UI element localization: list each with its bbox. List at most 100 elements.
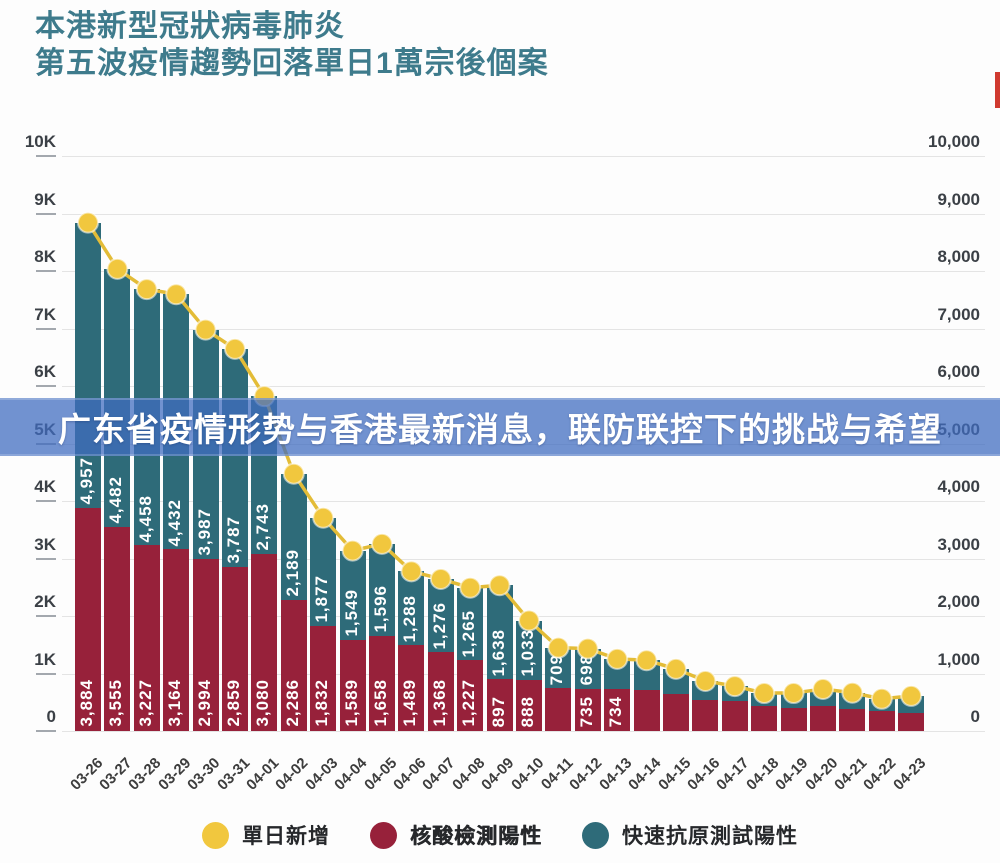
bar-04-14-rapid-segment: [633, 660, 660, 691]
bar-04-13-nucleic-value: 734: [606, 695, 626, 727]
bar-04-16: [692, 680, 719, 731]
bar-04-01-nucleic-value: 3,080: [253, 679, 273, 727]
bar-04-10-nucleic-value: 888: [518, 695, 537, 727]
bar-04-07-nucleic-value: 1,368: [429, 679, 449, 727]
bar-04-19: [780, 693, 807, 731]
bar-04-04-rapid-value: 1,549: [341, 589, 361, 637]
y-axis-left-label-10000: 10K: [24, 132, 56, 151]
bar-04-05-nucleic-value: 1,658: [371, 679, 390, 727]
x-axis-label-03-30: 03-30: [184, 754, 224, 794]
x-axis-label-04-18: 04-18: [743, 754, 783, 794]
bar-04-10-rapid-value: 1,033: [518, 629, 537, 677]
bar-04-16-nucleic-segment: [692, 699, 719, 731]
bar-04-02-rapid-value: 2,189: [282, 549, 302, 597]
y-axis-left-label-6000: 6K: [34, 362, 56, 381]
bar-04-22: [868, 698, 895, 731]
bar-04-18-nucleic-segment: [751, 706, 778, 731]
bar-04-21-rapid-segment: [839, 692, 866, 709]
bar-04-20: [810, 689, 836, 731]
bar-04-08-rapid-value: 1,265: [459, 609, 479, 658]
left-axis-tick-9000: [36, 212, 56, 215]
bar-04-15-rapid-segment: [663, 668, 689, 694]
bar-04-15-nucleic-segment: [663, 693, 689, 731]
bar-04-14-nucleic-segment: [633, 690, 660, 731]
left-axis-tick-10000: [36, 155, 56, 157]
x-axis-label-04-08: 04-08: [449, 754, 489, 794]
left-axis-tick-6000: [36, 385, 56, 387]
x-axis-label-04-01: 04-01: [243, 754, 283, 794]
bar-03-26-nucleic-value: 3,884: [77, 679, 96, 727]
gridline-8000: [62, 271, 985, 272]
bar-04-05-rapid-value: 1,596: [371, 585, 390, 633]
y-axis-left-label-3000: 3K: [34, 534, 56, 554]
bar-04-09-nucleic-value: 897: [488, 695, 508, 727]
left-axis-tick-8000: [36, 270, 56, 272]
x-axis-label-03-28: 03-28: [125, 754, 165, 794]
bar-04-16-rapid-segment: [692, 680, 719, 700]
y-axis-left-label-0: 0: [46, 707, 56, 726]
x-axis-label-04-19: 04-19: [772, 754, 812, 794]
gridline-0: [62, 731, 985, 732]
left-axis-tick-3000: [36, 557, 56, 560]
bar-04-04-nucleic-value: 1,589: [341, 679, 361, 727]
legend: 單日新增 核酸檢測陽性 快速抗原測試陽性: [0, 813, 1000, 857]
y-axis-left-label-2000: 2K: [34, 592, 56, 611]
y-axis-right-label-3000: 3,000: [937, 534, 980, 554]
bar-04-11-nucleic-segment: [545, 688, 572, 731]
bar-04-23-nucleic-segment: [898, 712, 925, 731]
bar-03-29-nucleic-value: 3,164: [165, 679, 185, 727]
left-axis-tick-4000: [36, 500, 56, 502]
bar-04-18: [751, 693, 778, 731]
x-axis-label-03-29: 03-29: [155, 754, 195, 794]
x-axis-label-04-21: 04-21: [831, 754, 871, 794]
y-axis-left-label-7000: 7K: [34, 304, 56, 324]
bar-03-26-rapid-value: 4,957: [77, 457, 96, 505]
x-axis-label-04-12: 04-12: [566, 754, 606, 794]
daily-new-swatch-icon: [202, 821, 229, 849]
bar-03-28-rapid-value: 4,458: [135, 494, 155, 543]
y-axis-right-label-10000: 10,000: [928, 132, 980, 151]
legend-item-nucleic-acid: 核酸檢測陽性: [370, 820, 542, 850]
bar-04-17: [721, 686, 748, 731]
legend-label-daily-new: 單日新增: [242, 825, 330, 848]
y-axis-right-label-1000: 1,000: [937, 649, 980, 669]
bar-04-21-nucleic-segment: [839, 708, 866, 731]
nucleic-acid-swatch-icon: [370, 821, 397, 849]
bar-04-20-rapid-segment: [810, 689, 836, 706]
chart-title-line2: 第五波疫情趨勢回落單日1萬宗後個案: [35, 47, 549, 80]
y-axis-left-label-9000: 9K: [34, 189, 56, 209]
legend-label-rapid-antigen: 快速抗原測試陽性: [622, 825, 798, 848]
bar-04-08-nucleic-value: 1,227: [459, 679, 479, 727]
left-axis-tick-0: [36, 730, 56, 732]
x-axis-label-04-22: 04-22: [860, 754, 900, 794]
x-axis-label-04-13: 04-13: [596, 754, 636, 794]
x-axis-label-04-15: 04-15: [654, 754, 695, 794]
overlay-banner: 广东省疫情形势与香港最新消息，联防联控下的挑战与希望: [0, 398, 1000, 456]
bar-03-28-nucleic-value: 3,227: [135, 679, 155, 727]
bar-04-17-rapid-segment: [721, 686, 748, 702]
x-axis-label-04-09: 04-09: [478, 754, 518, 794]
bar-04-15: [663, 668, 689, 731]
bar-04-17-nucleic-segment: [721, 701, 748, 731]
bar-04-12-nucleic-value: 735: [576, 695, 596, 727]
edge-red-strip: [995, 72, 1000, 108]
x-axis-label-04-16: 04-16: [684, 754, 724, 794]
legend-item-rapid-antigen: 快速抗原測試陽性: [582, 820, 798, 850]
x-axis-label-04-17: 04-17: [713, 754, 753, 794]
x-axis-label-04-20: 04-20: [801, 754, 842, 794]
y-axis-left-label-4000: 4K: [34, 477, 56, 496]
bar-04-02-nucleic-value: 2,286: [282, 679, 302, 727]
bar-04-07-rapid-value: 1,276: [429, 601, 449, 650]
x-axis-label-04-02: 04-02: [272, 754, 312, 794]
chart-title-line1: 本港新型冠狀病毒肺炎: [35, 10, 345, 43]
bar-03-30-nucleic-value: 2,994: [194, 679, 214, 727]
bar-04-22-nucleic-segment: [868, 710, 895, 731]
bar-04-23-rapid-segment: [898, 695, 925, 713]
legend-label-nucleic-acid: 核酸檢測陽性: [410, 825, 542, 848]
x-axis-label-04-06: 04-06: [390, 754, 430, 794]
y-axis-right-label-9000: 9,000: [937, 189, 980, 209]
bar-04-09-rapid-value: 1,638: [488, 628, 508, 677]
gridline-9000: [62, 213, 985, 215]
bar-04-06-rapid-value: 1,288: [400, 594, 420, 643]
